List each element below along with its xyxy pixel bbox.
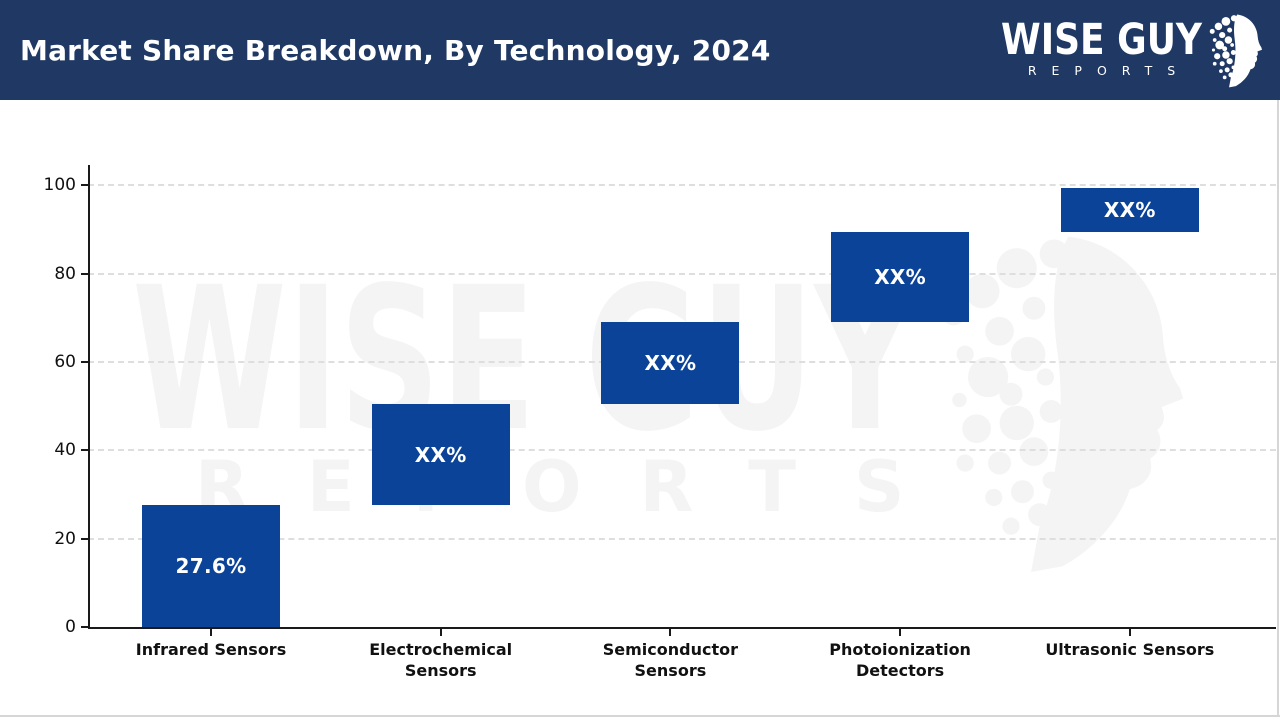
header-bar: Market Share Breakdown, By Technology, 2… — [0, 0, 1280, 100]
waterfall-bar: XX% — [371, 403, 510, 506]
y-axis-spine — [88, 165, 90, 629]
x-category-label: Infrared Sensors — [135, 640, 287, 659]
logo-text: WISE GUY REPORTS — [1000, 15, 1202, 78]
x-tick-mark — [899, 629, 902, 636]
waterfall-bar: XX% — [1060, 187, 1199, 232]
y-tick-label: 0 — [65, 617, 76, 637]
y-tick-mark — [81, 272, 88, 275]
y-tick-mark — [81, 184, 88, 187]
bar-value-label: XX% — [644, 351, 697, 376]
gridline — [88, 184, 1276, 187]
x-category-label: Semiconductor Sensors — [602, 640, 739, 680]
wise-guy-head-icon — [1209, 14, 1262, 88]
bar-value-label: 27.6% — [175, 554, 247, 579]
x-tick-mark — [669, 629, 672, 636]
logo-wise-guy-label: WISE GUY — [1000, 15, 1202, 65]
x-tick-mark — [210, 629, 212, 636]
y-tick-label: 80 — [54, 263, 76, 284]
frame-edge-bottom — [0, 715, 1280, 717]
gridline — [88, 449, 1276, 452]
frame-edge-right — [1277, 100, 1279, 717]
page-title: Market Share Breakdown, By Technology, 2… — [20, 33, 771, 67]
y-tick-label: 40 — [54, 440, 76, 461]
x-tick-mark — [1128, 629, 1131, 636]
logo-reports-label: REPORTS — [1027, 62, 1191, 78]
wise-guy-logo: WISE GUY REPORTS — [1001, 9, 1262, 91]
gridline — [88, 537, 1276, 540]
y-tick-label: 60 — [54, 351, 76, 372]
y-tick-mark — [81, 537, 88, 540]
x-category-label: Electrochemical Sensors — [369, 640, 513, 680]
bar-value-label: XX% — [874, 264, 926, 289]
waterfall-bar: 27.6% — [142, 505, 280, 627]
y-tick-label: 20 — [54, 528, 76, 549]
waterfall-bar: XX% — [831, 231, 970, 323]
y-tick-mark — [81, 449, 88, 452]
plot-area: 27.6% XX% XX% XX% XX% — [88, 165, 1276, 627]
bar-value-label: XX% — [414, 442, 467, 467]
y-tick-mark — [81, 360, 88, 363]
waterfall-bar: XX% — [601, 322, 740, 404]
x-tick-mark — [439, 629, 442, 636]
bar-value-label: XX% — [1103, 197, 1156, 222]
x-axis-spine — [88, 627, 1276, 629]
y-tick-label: 100 — [43, 175, 76, 196]
x-category-label: Photoionization Detectors — [829, 640, 971, 680]
y-tick-mark — [81, 626, 88, 628]
gridline — [88, 272, 1276, 275]
x-category-label: Ultrasonic Sensors — [1045, 640, 1215, 659]
